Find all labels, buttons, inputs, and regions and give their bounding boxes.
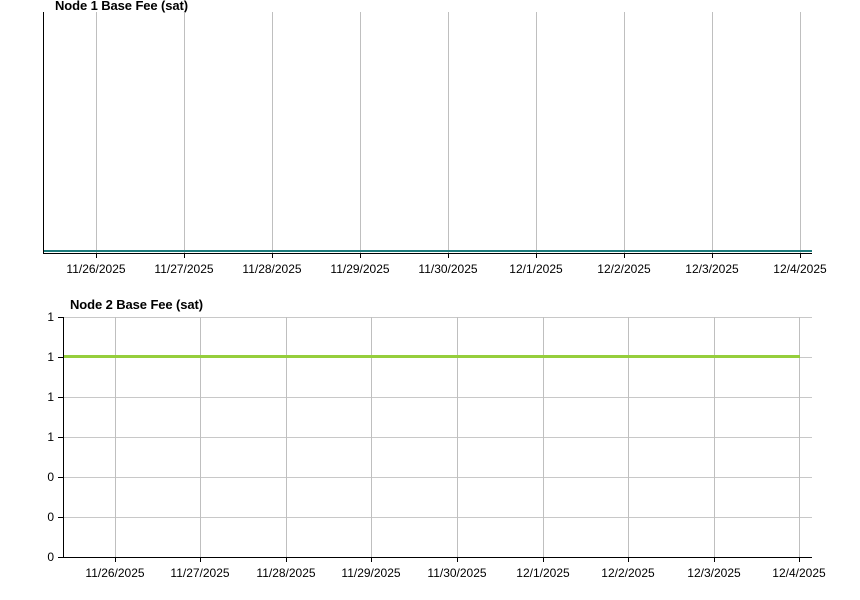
x-tick-mark bbox=[286, 558, 287, 562]
y-tick-label: 1 bbox=[47, 430, 54, 444]
x-tick-mark bbox=[624, 254, 625, 258]
x-tick-label: 12/1/2025 bbox=[516, 566, 570, 580]
series-line-node2 bbox=[64, 355, 800, 358]
x-tick-label: 11/29/2025 bbox=[341, 566, 401, 580]
gridline-vertical bbox=[457, 317, 458, 557]
x-tick-label: 11/29/2025 bbox=[330, 262, 390, 276]
gridline-vertical bbox=[628, 317, 629, 557]
gridline-horizontal bbox=[63, 437, 812, 438]
plot-area-node1: 11/26/2025 11/27/2025 11/28/2025 11/29/2… bbox=[0, 0, 860, 290]
gridline-vertical bbox=[800, 12, 801, 253]
x-tick-label: 11/28/2025 bbox=[256, 566, 316, 580]
x-tick-mark bbox=[448, 254, 449, 258]
x-tick-label: 11/27/2025 bbox=[170, 566, 230, 580]
x-tick-mark bbox=[371, 558, 372, 562]
chart-panel-node1: Node 1 Base Fee (sat) bbox=[0, 0, 860, 290]
x-tick-mark bbox=[628, 558, 629, 562]
x-tick-mark bbox=[714, 558, 715, 562]
x-tick-mark bbox=[800, 254, 801, 258]
x-tick-label: 12/4/2025 bbox=[772, 566, 826, 580]
x-tick-label: 12/3/2025 bbox=[685, 262, 739, 276]
gridline-vertical bbox=[714, 317, 715, 557]
x-tick-label: 12/4/2025 bbox=[773, 262, 827, 276]
gridline-horizontal bbox=[63, 397, 812, 398]
x-tick-label: 12/2/2025 bbox=[601, 566, 655, 580]
series-line-node1 bbox=[44, 250, 812, 252]
x-tick-label: 11/30/2025 bbox=[418, 262, 478, 276]
gridline-vertical bbox=[624, 12, 625, 253]
x-tick-label: 11/26/2025 bbox=[85, 566, 145, 580]
x-axis-line-node1 bbox=[43, 253, 812, 254]
gridline-vertical bbox=[184, 12, 185, 253]
plot-area-node2: 1 1 1 1 0 0 0 11/26/2025 11/27/2025 1 bbox=[0, 290, 860, 600]
gridline-vertical bbox=[200, 317, 201, 557]
gridline-vertical bbox=[96, 12, 97, 253]
gridline-vertical bbox=[536, 12, 537, 253]
gridline-vertical bbox=[115, 317, 116, 557]
y-tick-mark bbox=[58, 557, 63, 558]
y-tick-label: 1 bbox=[47, 310, 54, 324]
x-axis-line-node2 bbox=[63, 557, 812, 558]
gridline-vertical bbox=[371, 317, 372, 557]
x-tick-mark bbox=[272, 254, 273, 258]
y-tick-label: 1 bbox=[47, 350, 54, 364]
y-tick-label: 0 bbox=[47, 510, 54, 524]
x-tick-label: 12/2/2025 bbox=[597, 262, 651, 276]
y-axis-line-node1 bbox=[43, 12, 44, 254]
x-tick-label: 12/3/2025 bbox=[687, 566, 741, 580]
chart-title-node1: Node 1 Base Fee (sat) bbox=[55, 0, 189, 13]
y-tick-mark bbox=[58, 397, 63, 398]
x-tick-mark bbox=[360, 254, 361, 258]
gridline-vertical bbox=[712, 12, 713, 253]
x-tick-mark bbox=[200, 558, 201, 562]
x-tick-label: 11/28/2025 bbox=[242, 262, 302, 276]
y-tick-label: 1 bbox=[47, 390, 54, 404]
gridline-vertical bbox=[448, 12, 449, 253]
x-tick-mark bbox=[457, 558, 458, 562]
gridline-vertical bbox=[799, 317, 800, 557]
gridline-vertical bbox=[272, 12, 273, 253]
chart-title-node2: Node 2 Base Fee (sat) bbox=[70, 297, 204, 312]
x-tick-mark bbox=[96, 254, 97, 258]
x-tick-mark bbox=[799, 558, 800, 562]
gridline-horizontal bbox=[63, 317, 812, 318]
gridline-horizontal bbox=[63, 517, 812, 518]
chart-panel-node2: Node 2 Base Fee (sat) bbox=[0, 290, 860, 600]
x-tick-label: 11/27/2025 bbox=[154, 262, 214, 276]
x-tick-mark bbox=[712, 254, 713, 258]
y-tick-mark bbox=[58, 437, 63, 438]
y-tick-label: 0 bbox=[47, 470, 54, 484]
gridline-vertical bbox=[543, 317, 544, 557]
y-tick-mark bbox=[58, 357, 63, 358]
y-axis-line-node2 bbox=[63, 317, 64, 558]
x-tick-label: 11/30/2025 bbox=[427, 566, 487, 580]
x-tick-mark bbox=[184, 254, 185, 258]
x-tick-mark bbox=[536, 254, 537, 258]
gridline-vertical bbox=[286, 317, 287, 557]
gridline-horizontal bbox=[63, 477, 812, 478]
y-tick-mark bbox=[58, 517, 63, 518]
gridline-vertical bbox=[360, 12, 361, 253]
x-tick-mark bbox=[115, 558, 116, 562]
y-tick-mark bbox=[58, 477, 63, 478]
y-tick-label: 0 bbox=[47, 550, 54, 564]
y-tick-mark bbox=[58, 317, 63, 318]
x-tick-mark bbox=[543, 558, 544, 562]
x-tick-label: 12/1/2025 bbox=[509, 262, 563, 276]
x-tick-label: 11/26/2025 bbox=[66, 262, 126, 276]
